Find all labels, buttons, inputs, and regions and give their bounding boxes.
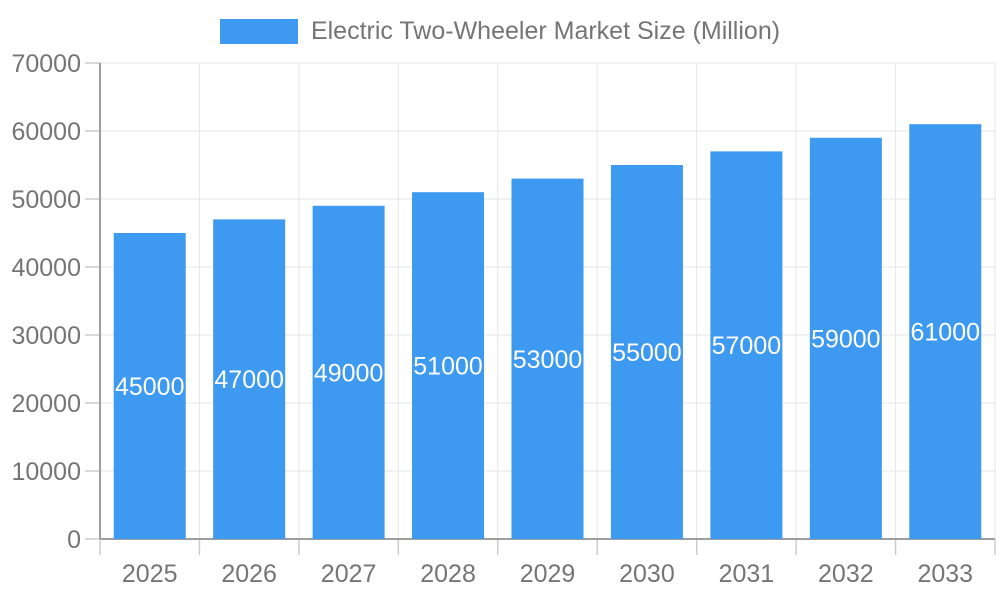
y-axis-tick-label: 50000 bbox=[11, 186, 81, 214]
bar-value-label: 61000 bbox=[911, 319, 981, 347]
bar-2025[interactable] bbox=[113, 233, 186, 539]
x-axis-tick-label: 2028 bbox=[420, 560, 476, 588]
x-axis-tick-label: 2030 bbox=[619, 560, 675, 588]
bar-2030[interactable] bbox=[610, 165, 683, 539]
bar-2032[interactable] bbox=[809, 137, 882, 540]
x-axis-tick-label: 2032 bbox=[818, 560, 874, 588]
y-axis-tick-label: 0 bbox=[67, 526, 81, 554]
bar-value-label: 51000 bbox=[413, 353, 483, 381]
bar-value-label: 55000 bbox=[612, 339, 682, 367]
bar-value-label: 59000 bbox=[811, 325, 881, 353]
y-axis-tick-label: 70000 bbox=[11, 50, 81, 78]
x-axis-tick-label: 2025 bbox=[122, 560, 178, 588]
bar-value-label: 45000 bbox=[115, 373, 185, 401]
legend-swatch bbox=[219, 19, 298, 44]
bar-2027[interactable] bbox=[312, 205, 385, 540]
y-axis-tick-label: 60000 bbox=[11, 118, 81, 146]
legend-label: Electric Two-Wheeler Market Size (Millio… bbox=[310, 17, 781, 45]
y-axis-tick-label: 30000 bbox=[11, 322, 81, 350]
x-axis-tick-label: 2033 bbox=[917, 560, 973, 588]
y-axis-tick-label: 10000 bbox=[11, 458, 81, 486]
x-axis-tick-label: 2031 bbox=[719, 560, 775, 588]
bar-value-label: 47000 bbox=[214, 366, 284, 394]
y-axis-tick-label: 20000 bbox=[11, 390, 81, 418]
x-axis-tick-label: 2026 bbox=[221, 560, 277, 588]
bar-2028[interactable] bbox=[412, 192, 485, 539]
bar-2026[interactable] bbox=[213, 219, 286, 539]
x-axis-tick-label: 2027 bbox=[321, 560, 377, 588]
bar-value-label: 53000 bbox=[513, 346, 583, 374]
bar-2031[interactable] bbox=[710, 151, 783, 539]
bar-2029[interactable] bbox=[511, 178, 584, 539]
bar-2033[interactable] bbox=[909, 124, 982, 539]
x-axis-tick-label: 2029 bbox=[520, 560, 576, 588]
bar-value-label: 49000 bbox=[314, 359, 384, 387]
y-axis-tick-label: 40000 bbox=[11, 254, 81, 282]
bar-value-label: 57000 bbox=[712, 332, 782, 360]
legend[interactable]: Electric Two-Wheeler Market Size (Millio… bbox=[0, 17, 1000, 46]
